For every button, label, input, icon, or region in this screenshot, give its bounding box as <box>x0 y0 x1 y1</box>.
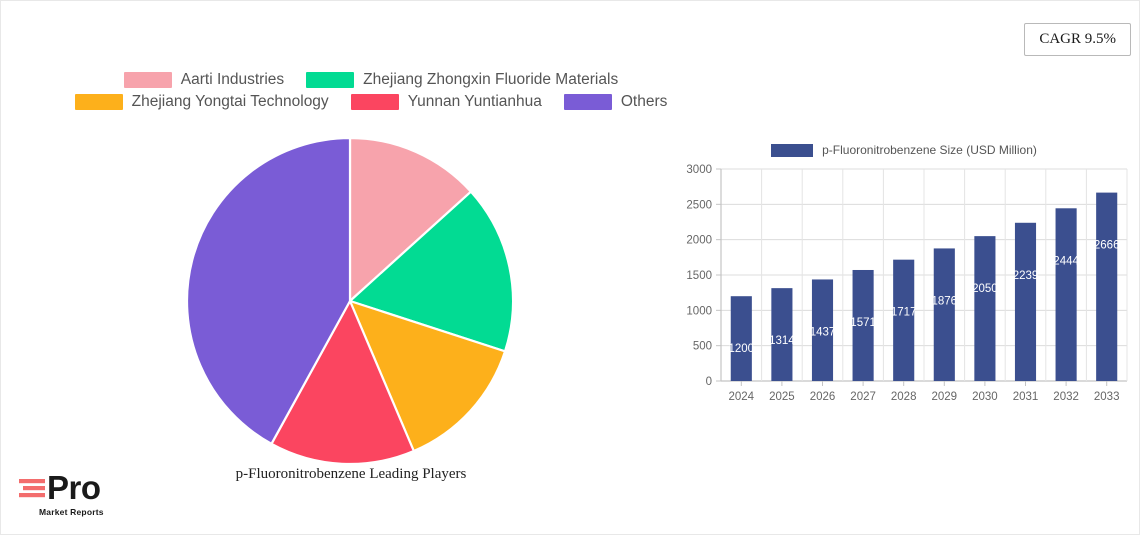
bar[interactable] <box>974 236 996 381</box>
bar-chart-svg: 0 500 1000 1500 2000 2500 3000 1200 2024 1314 2025… <box>686 164 1128 403</box>
logo-wordmark: Pro <box>47 469 101 506</box>
bar-chart-legend: p-Fluoronitrobenzene Size (USD Million) <box>673 143 1135 157</box>
cagr-badge: CAGR 9.5% <box>1024 23 1131 56</box>
x-axis-label: 2029 <box>932 391 958 403</box>
x-axis-label: 2028 <box>891 391 917 403</box>
pie-slice[interactable] <box>269 298 416 464</box>
pie-legend-item[interactable]: Aarti Industries <box>123 71 285 89</box>
y-axis-label: 2000 <box>686 235 712 247</box>
pie-legend-label: Zhejiang Zhongxin Fluoride Materials <box>363 71 619 88</box>
x-axis-label: 2027 <box>850 391 876 403</box>
pie-chart <box>187 138 513 464</box>
pie-chart-title: p-Fluoronitrobenzene Leading Players <box>235 466 467 482</box>
pie-legend-swatch <box>123 72 172 88</box>
y-axis-label: 0 <box>706 376 712 388</box>
logo-bars-icon <box>19 479 45 498</box>
bar-chart-panel: p-Fluoronitrobenzene Size (USD Million) … <box>673 143 1135 411</box>
bar-value-label: 1437 <box>810 326 836 338</box>
x-axis-label: 2025 <box>769 391 795 403</box>
x-axis-label: 2033 <box>1094 391 1120 403</box>
pie-legend-item[interactable]: Zhejiang Yongtai Technology <box>74 93 329 111</box>
pie-legend-swatch <box>563 94 612 110</box>
bar-value-label: 1200 <box>729 343 755 355</box>
pie-legend-item[interactable]: Zhejiang Zhongxin Fluoride Materials <box>306 71 618 89</box>
bar-value-label: 2239 <box>1013 270 1039 282</box>
pie-slice[interactable] <box>187 138 352 446</box>
bar[interactable] <box>771 288 793 381</box>
bar[interactable] <box>893 259 915 381</box>
pie-legend-swatch <box>350 94 399 110</box>
y-axis-label: 3000 <box>686 164 712 176</box>
bar-legend-label: p-Fluoronitrobenzene Size (USD Million) <box>822 143 1037 157</box>
pie-slice[interactable] <box>348 138 473 304</box>
x-axis-label: 2026 <box>810 391 836 403</box>
bar[interactable] <box>1014 222 1037 381</box>
pie-legend-label: Zhejiang Yongtai Technology <box>131 93 329 110</box>
pie-legend: Aarti Industries Zhejiang Zhongxin Fluori… <box>61 71 681 111</box>
bar[interactable] <box>933 248 955 381</box>
x-axis-label: 2032 <box>1053 391 1079 403</box>
bar[interactable] <box>1096 192 1118 381</box>
pie-legend-item[interactable]: Others <box>563 93 668 111</box>
pro-market-reports-logo: Pro Market Reports <box>17 471 113 523</box>
bar[interactable] <box>852 269 874 381</box>
bar-value-label: 1876 <box>932 295 958 307</box>
bar-value-label: 2444 <box>1053 255 1079 267</box>
pie-legend-swatch <box>74 94 123 110</box>
bar-value-label: 2050 <box>972 283 998 295</box>
pie-legend-swatch <box>306 72 355 88</box>
y-axis-label: 1000 <box>686 305 712 317</box>
bar[interactable] <box>811 279 834 381</box>
bar-value-label: 1571 <box>850 317 876 329</box>
y-axis-label: 500 <box>693 341 712 353</box>
x-axis-label: 2031 <box>1013 391 1039 403</box>
bar-value-label: 1314 <box>769 335 795 347</box>
bar-value-label: 1717 <box>891 307 917 319</box>
logo-tagline: Market Reports <box>39 507 104 517</box>
pie-legend-label: Others <box>620 93 668 110</box>
pie-legend-label: Aarti Industries <box>180 71 285 88</box>
pie-legend-label: Yunnan Yuntianhua <box>407 93 542 110</box>
y-axis-label: 1500 <box>686 270 712 282</box>
pie-slice[interactable] <box>348 299 507 453</box>
bar[interactable] <box>730 296 752 381</box>
x-axis-label: 2024 <box>729 391 755 403</box>
pie-legend-item[interactable]: Yunnan Yuntianhua <box>350 93 542 111</box>
bar[interactable] <box>1055 208 1077 381</box>
bar-legend-swatch <box>771 143 814 157</box>
pie-slice[interactable] <box>347 190 513 353</box>
y-axis-label: 2500 <box>686 199 712 211</box>
pie-chart-svg <box>187 138 513 464</box>
x-axis-label: 2030 <box>972 391 998 403</box>
bar-value-label: 2666 <box>1094 240 1120 252</box>
